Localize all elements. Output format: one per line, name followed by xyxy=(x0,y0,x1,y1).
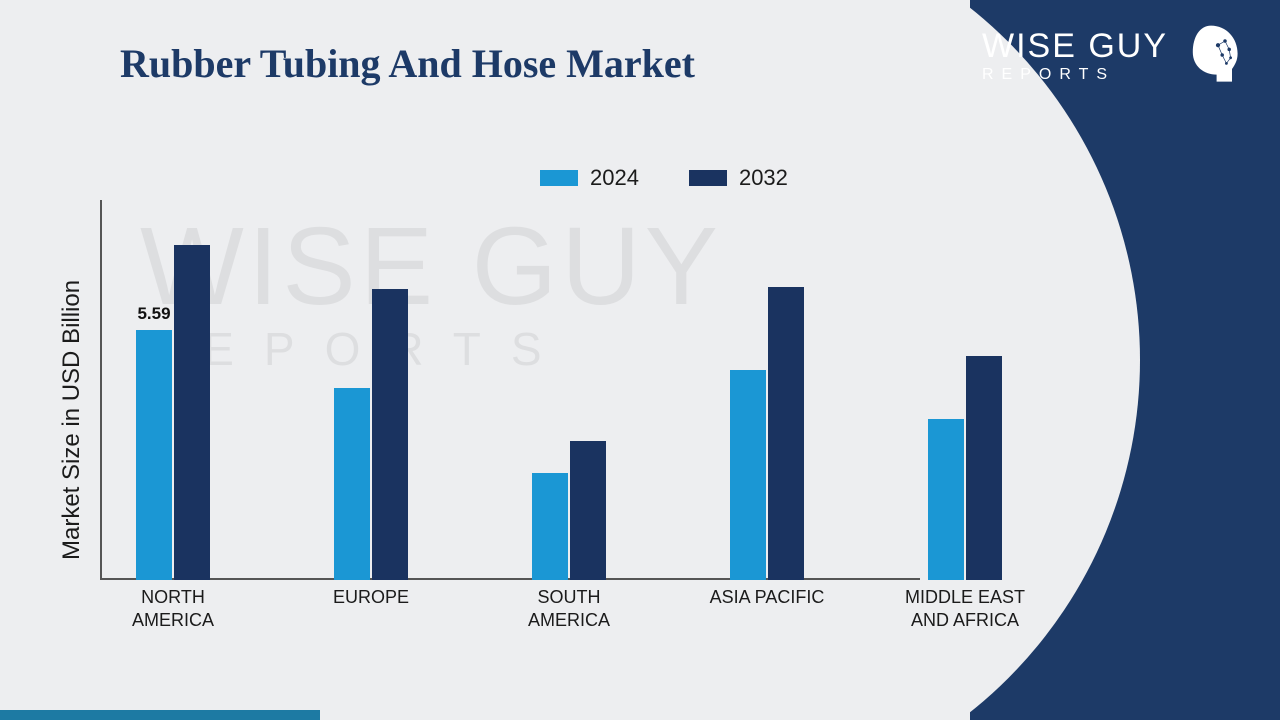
category-label: ASIA PACIFIC xyxy=(697,586,837,609)
bar xyxy=(570,441,606,580)
bar xyxy=(966,356,1002,580)
bar xyxy=(768,287,804,580)
brand-logo: WISE GUY REPORTS xyxy=(982,20,1262,90)
bar xyxy=(928,419,964,580)
brand-line2: REPORTS xyxy=(982,66,1168,84)
stage: WISE GUY REPORTS WISE GUY REPORTS Rubber… xyxy=(0,0,1280,720)
chart-plot-area: 5.59 xyxy=(100,200,920,580)
brand-logo-text: WISE GUY REPORTS xyxy=(982,27,1168,84)
bar xyxy=(532,473,568,580)
bar xyxy=(730,370,766,580)
y-axis-label: Market Size in USD Billion xyxy=(58,280,86,560)
category-label: MIDDLE EAST AND AFRICA xyxy=(895,586,1035,631)
brand-head-icon xyxy=(1176,20,1246,90)
legend-swatch-2024 xyxy=(540,170,578,186)
footer-accent-bar xyxy=(0,710,320,720)
legend-item-2032: 2032 xyxy=(689,165,788,191)
category-label: NORTH AMERICA xyxy=(103,586,243,631)
brand-line1: WISE GUY xyxy=(982,27,1168,66)
chart-title: Rubber Tubing And Hose Market xyxy=(120,40,695,87)
legend-label-2032: 2032 xyxy=(739,165,788,191)
bar xyxy=(334,388,370,580)
bar xyxy=(372,289,408,580)
category-label: EUROPE xyxy=(301,586,441,609)
legend-label-2024: 2024 xyxy=(590,165,639,191)
y-axis-line xyxy=(100,200,102,580)
bar xyxy=(174,245,210,580)
legend: 2024 2032 xyxy=(540,165,788,191)
legend-swatch-2032 xyxy=(689,170,727,186)
category-label: SOUTH AMERICA xyxy=(499,586,639,631)
bar xyxy=(136,330,172,580)
legend-item-2024: 2024 xyxy=(540,165,639,191)
